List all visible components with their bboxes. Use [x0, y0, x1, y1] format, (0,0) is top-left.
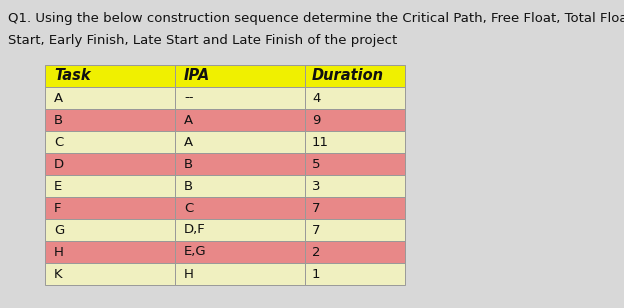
Text: 7: 7	[312, 224, 321, 237]
Text: 9: 9	[312, 114, 320, 127]
Bar	[305, 87, 405, 109]
Text: B: B	[54, 114, 63, 127]
Text: Q1. Using the below construction sequence determine the Critical Path, Free Floa: Q1. Using the below construction sequenc…	[8, 12, 624, 25]
Text: C: C	[184, 201, 193, 214]
Text: K: K	[54, 268, 63, 281]
Bar	[45, 197, 175, 219]
Bar	[45, 87, 175, 109]
Bar	[175, 263, 305, 285]
Bar	[175, 131, 305, 153]
Bar	[305, 65, 405, 87]
Bar	[305, 175, 405, 197]
Bar	[305, 131, 405, 153]
Bar	[45, 153, 175, 175]
Text: 2: 2	[312, 245, 321, 258]
Bar	[305, 109, 405, 131]
Text: D,F: D,F	[184, 224, 206, 237]
Bar	[305, 153, 405, 175]
Text: G: G	[54, 224, 64, 237]
Text: Task: Task	[54, 68, 90, 83]
Text: A: A	[184, 136, 193, 148]
Text: Duration: Duration	[312, 68, 384, 83]
Bar	[45, 219, 175, 241]
Bar	[305, 241, 405, 263]
Bar	[175, 109, 305, 131]
Bar	[45, 175, 175, 197]
Bar	[305, 263, 405, 285]
Bar	[45, 131, 175, 153]
Bar	[45, 109, 175, 131]
Text: Start, Early Finish, Late Start and Late Finish of the project: Start, Early Finish, Late Start and Late…	[8, 34, 397, 47]
Text: E,G: E,G	[184, 245, 207, 258]
Text: H: H	[54, 245, 64, 258]
Text: 3: 3	[312, 180, 321, 192]
Bar	[45, 241, 175, 263]
Bar	[45, 263, 175, 285]
Text: D: D	[54, 157, 64, 171]
Text: 1: 1	[312, 268, 321, 281]
Text: 7: 7	[312, 201, 321, 214]
Text: 11: 11	[312, 136, 329, 148]
Bar	[175, 87, 305, 109]
Text: --: --	[184, 91, 193, 104]
Text: 4: 4	[312, 91, 320, 104]
Text: B: B	[184, 157, 193, 171]
Text: H: H	[184, 268, 194, 281]
Bar	[305, 219, 405, 241]
Bar	[45, 65, 175, 87]
Bar	[175, 241, 305, 263]
Text: IPA: IPA	[184, 68, 210, 83]
Bar	[175, 65, 305, 87]
Text: B: B	[184, 180, 193, 192]
Bar	[175, 153, 305, 175]
Bar	[305, 197, 405, 219]
Text: E: E	[54, 180, 62, 192]
Text: 5: 5	[312, 157, 321, 171]
Bar	[175, 197, 305, 219]
Text: C: C	[54, 136, 64, 148]
Bar	[175, 219, 305, 241]
Text: A: A	[184, 114, 193, 127]
Bar	[175, 175, 305, 197]
Text: A: A	[54, 91, 63, 104]
Text: F: F	[54, 201, 62, 214]
